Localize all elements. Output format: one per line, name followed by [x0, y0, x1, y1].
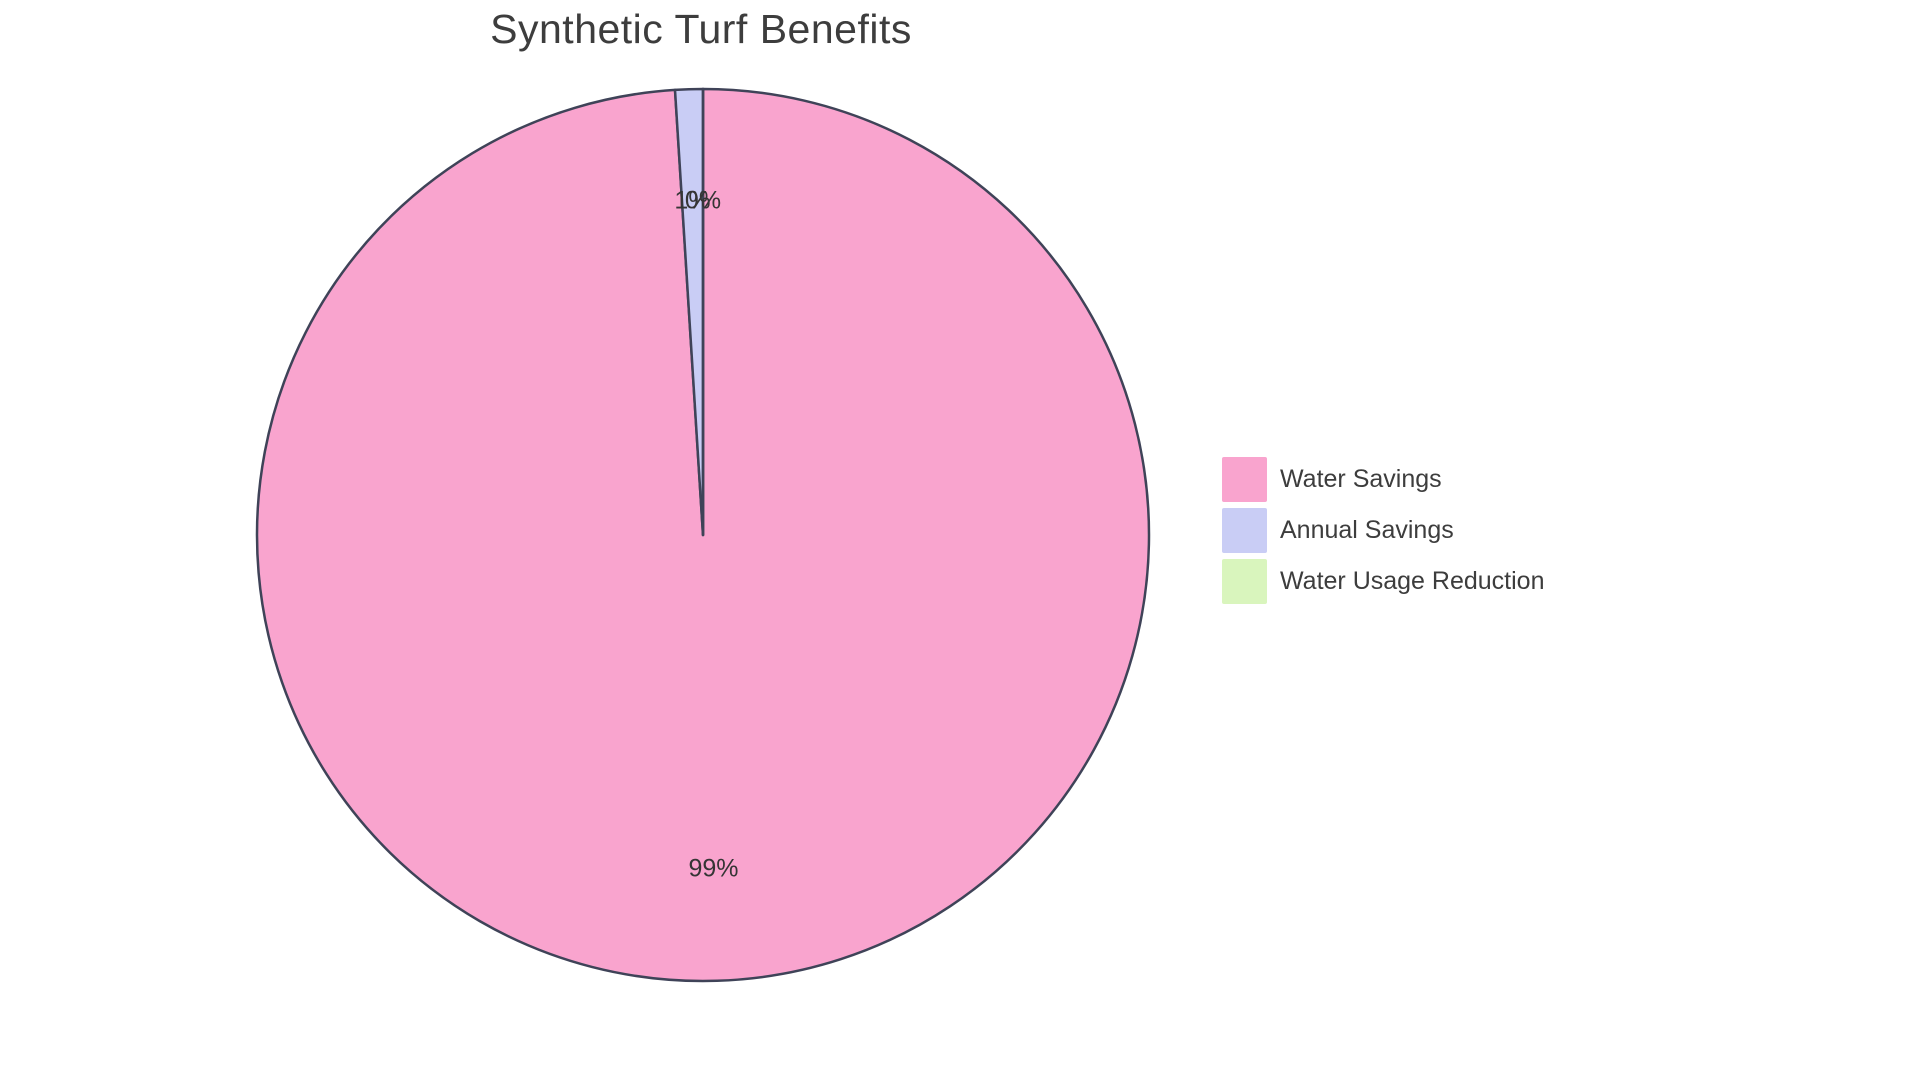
legend-label-annual-savings: Annual Savings [1280, 516, 1454, 544]
legend: Water Savings Annual Savings Water Usage R… [1222, 457, 1544, 610]
legend-swatch-annual-savings [1222, 508, 1267, 553]
legend-item-water-savings[interactable]: Water Savings [1222, 457, 1544, 502]
legend-item-water-usage-reduction[interactable]: Water Usage Reduction [1222, 559, 1544, 604]
legend-swatch-water-savings [1222, 457, 1267, 502]
legend-item-annual-savings[interactable]: Annual Savings [1222, 508, 1544, 553]
legend-label-water-savings: Water Savings [1280, 465, 1442, 493]
legend-swatch-water-usage-reduction [1222, 559, 1267, 604]
chart-title: Synthetic Turf Benefits [490, 6, 912, 52]
legend-label-water-usage-reduction: Water Usage Reduction [1280, 567, 1545, 595]
